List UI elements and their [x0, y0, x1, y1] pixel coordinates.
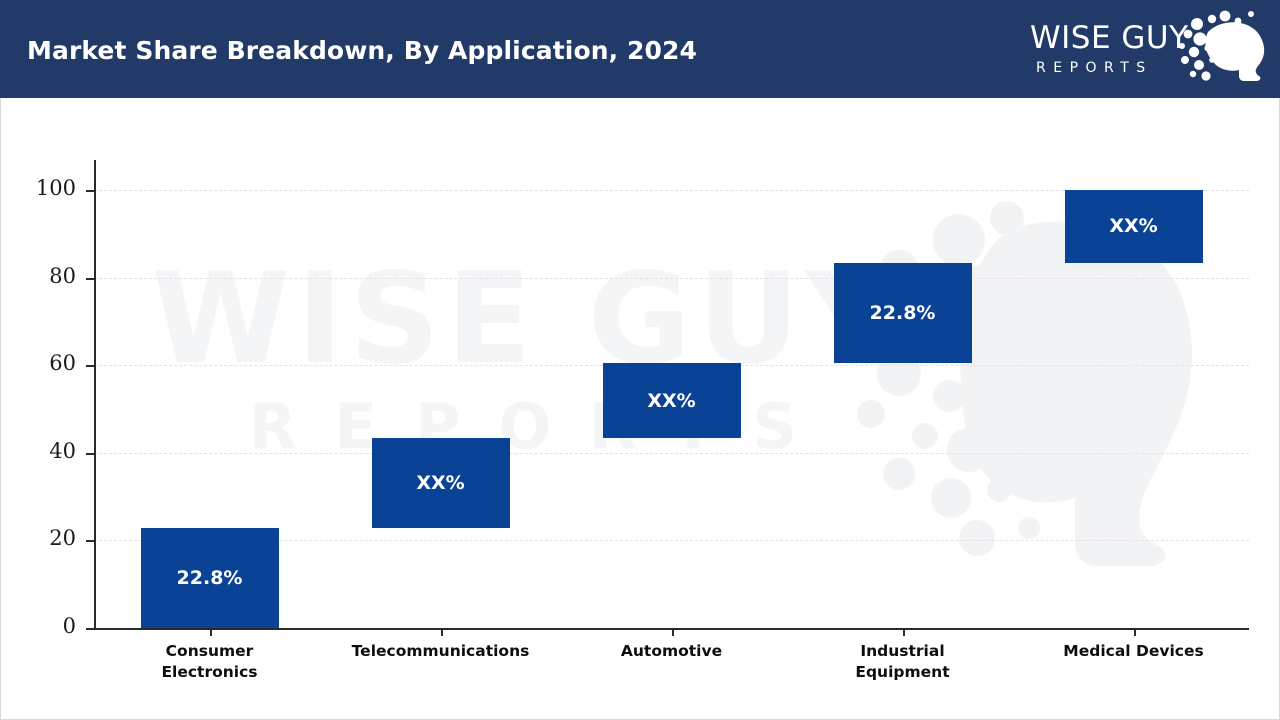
x-tick-label: Telecommunications [351, 642, 530, 660]
y-tick-label: 40 [49, 438, 76, 463]
bar-value-label: XX% [647, 389, 696, 412]
bar[interactable] [602, 362, 741, 439]
y-tick-label: 20 [49, 526, 76, 551]
bar-value-label: 22.8% [176, 567, 243, 590]
x-tick-mark [1133, 629, 1136, 636]
bar[interactable] [371, 438, 510, 529]
x-tick-label: Automotive [620, 642, 723, 660]
y-tick-label: 100 [35, 175, 76, 200]
y-tick-mark [86, 189, 94, 192]
gridline [94, 277, 1249, 279]
x-tick-mark [440, 629, 443, 636]
bar-value-label: 22.8% [869, 302, 936, 324]
bar-value-label: XX% [1109, 215, 1158, 238]
x-tick-label: Consumer Electronics [161, 642, 258, 681]
gridline [94, 452, 1249, 454]
y-tick-label: 60 [49, 351, 76, 376]
svg-text:REPORTS: REPORTS [1036, 60, 1153, 76]
bar[interactable] [140, 528, 279, 628]
bar-value-label: XX% [416, 472, 465, 495]
x-tick-label: Industrial Equipment [855, 642, 950, 681]
x-tick-label: Medical Devices [1063, 642, 1204, 660]
chart-area: WISE GUY REPORTS [0, 98, 1280, 720]
svg-text:WISE GUY: WISE GUY [1030, 20, 1189, 56]
page-title: Market Share Breakdown, By Application, … [27, 36, 698, 65]
y-tick-mark [86, 365, 94, 368]
gridline [94, 189, 1249, 191]
y-tick-label: 80 [49, 263, 76, 288]
header-bar: Market Share Breakdown, By Application, … [0, 0, 1280, 98]
x-tick-mark [671, 629, 674, 636]
y-tick-mark [86, 452, 94, 455]
y-tick-mark [86, 540, 94, 543]
plot-area: 0 20 40 60 80 100 22.8% Consumer Electronics XX% T… [1, 98, 1279, 719]
x-tick-mark [902, 629, 905, 636]
wise-guy-reports-logo: WISE GUY REPORTS [1022, 8, 1272, 90]
y-axis [94, 160, 96, 628]
x-tick-mark [209, 629, 212, 636]
y-tick-mark [86, 628, 94, 630]
y-tick-label: 0 [62, 614, 76, 638]
gridline [94, 540, 1249, 542]
y-tick-mark [86, 277, 94, 280]
